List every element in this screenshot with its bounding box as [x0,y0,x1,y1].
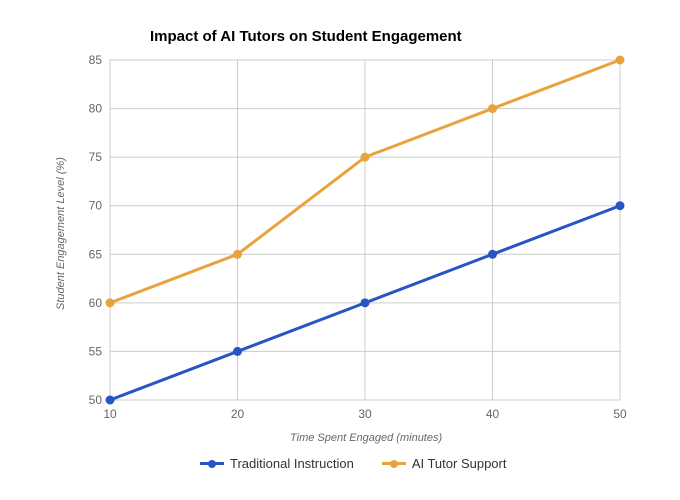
legend-swatch-1 [382,462,406,465]
svg-text:75: 75 [89,150,103,164]
plot-area: 50 55 60 65 70 75 80 85 10 20 30 40 50 [89,53,627,421]
svg-text:30: 30 [358,407,372,421]
legend-swatch-0 [200,462,224,465]
svg-text:70: 70 [89,199,103,213]
svg-text:80: 80 [89,102,103,116]
legend-label-0: Traditional Instruction [230,456,354,471]
svg-text:40: 40 [486,407,500,421]
svg-text:50: 50 [89,393,103,407]
svg-text:20: 20 [231,407,245,421]
svg-text:10: 10 [103,407,117,421]
legend: Traditional Instruction AI Tutor Support [200,456,506,471]
svg-text:65: 65 [89,247,103,261]
svg-text:50: 50 [613,407,627,421]
svg-text:60: 60 [89,296,103,310]
legend-marker-1 [390,460,398,468]
legend-marker-0 [208,460,216,468]
legend-item-1: AI Tutor Support [382,456,507,471]
svg-text:55: 55 [89,344,103,358]
chart-container: Impact of AI Tutors on Student Engagemen… [0,0,680,500]
legend-item-0: Traditional Instruction [200,456,354,471]
chart-svg: 50 55 60 65 70 75 80 85 10 20 30 40 50 [0,0,680,500]
legend-label-1: AI Tutor Support [412,456,507,471]
svg-text:85: 85 [89,53,103,67]
